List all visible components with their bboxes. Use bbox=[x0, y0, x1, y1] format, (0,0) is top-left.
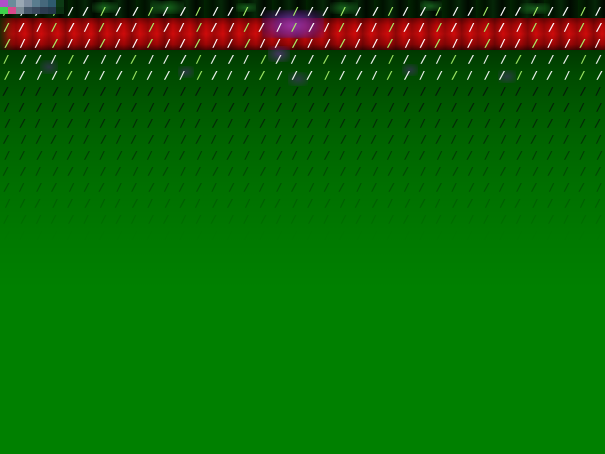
red-band-left-edge bbox=[0, 18, 14, 50]
violet-smear bbox=[40, 60, 58, 74]
mosaic-tile bbox=[48, 7, 56, 14]
violet-smear bbox=[402, 64, 418, 76]
purple-corruption-patch bbox=[262, 10, 324, 38]
mosaic-tile bbox=[24, 0, 32, 7]
top-artifact-blob bbox=[520, 3, 550, 14]
top-artifact-blob bbox=[420, 1, 442, 11]
mosaic-tile bbox=[40, 7, 48, 14]
mosaic-tile bbox=[48, 0, 56, 7]
mosaic-tile bbox=[32, 0, 40, 7]
violet-smear bbox=[178, 66, 194, 78]
mosaic-tile bbox=[32, 7, 40, 14]
mosaic-tile bbox=[40, 0, 48, 7]
top-artifact-blob bbox=[330, 2, 358, 14]
mosaic-tile bbox=[56, 7, 64, 14]
violet-smear bbox=[498, 70, 516, 83]
mosaic-tile bbox=[56, 0, 64, 7]
mosaic-tile bbox=[24, 7, 32, 14]
mosaic-tile bbox=[16, 0, 24, 7]
mosaic-tile bbox=[0, 7, 8, 14]
mosaic-tile bbox=[8, 7, 16, 14]
mosaic-tile bbox=[16, 7, 24, 14]
top-artifact-blob bbox=[236, 3, 256, 12]
top-artifact-blob bbox=[150, 1, 184, 14]
top-artifact-blob bbox=[92, 2, 118, 13]
top-left-mosaic-thumbnail bbox=[0, 0, 64, 15]
mosaic-tile bbox=[0, 0, 8, 7]
purple-corruption-patch-secondary bbox=[268, 46, 290, 62]
mosaic-tile bbox=[8, 0, 16, 7]
violet-smear bbox=[288, 72, 308, 86]
